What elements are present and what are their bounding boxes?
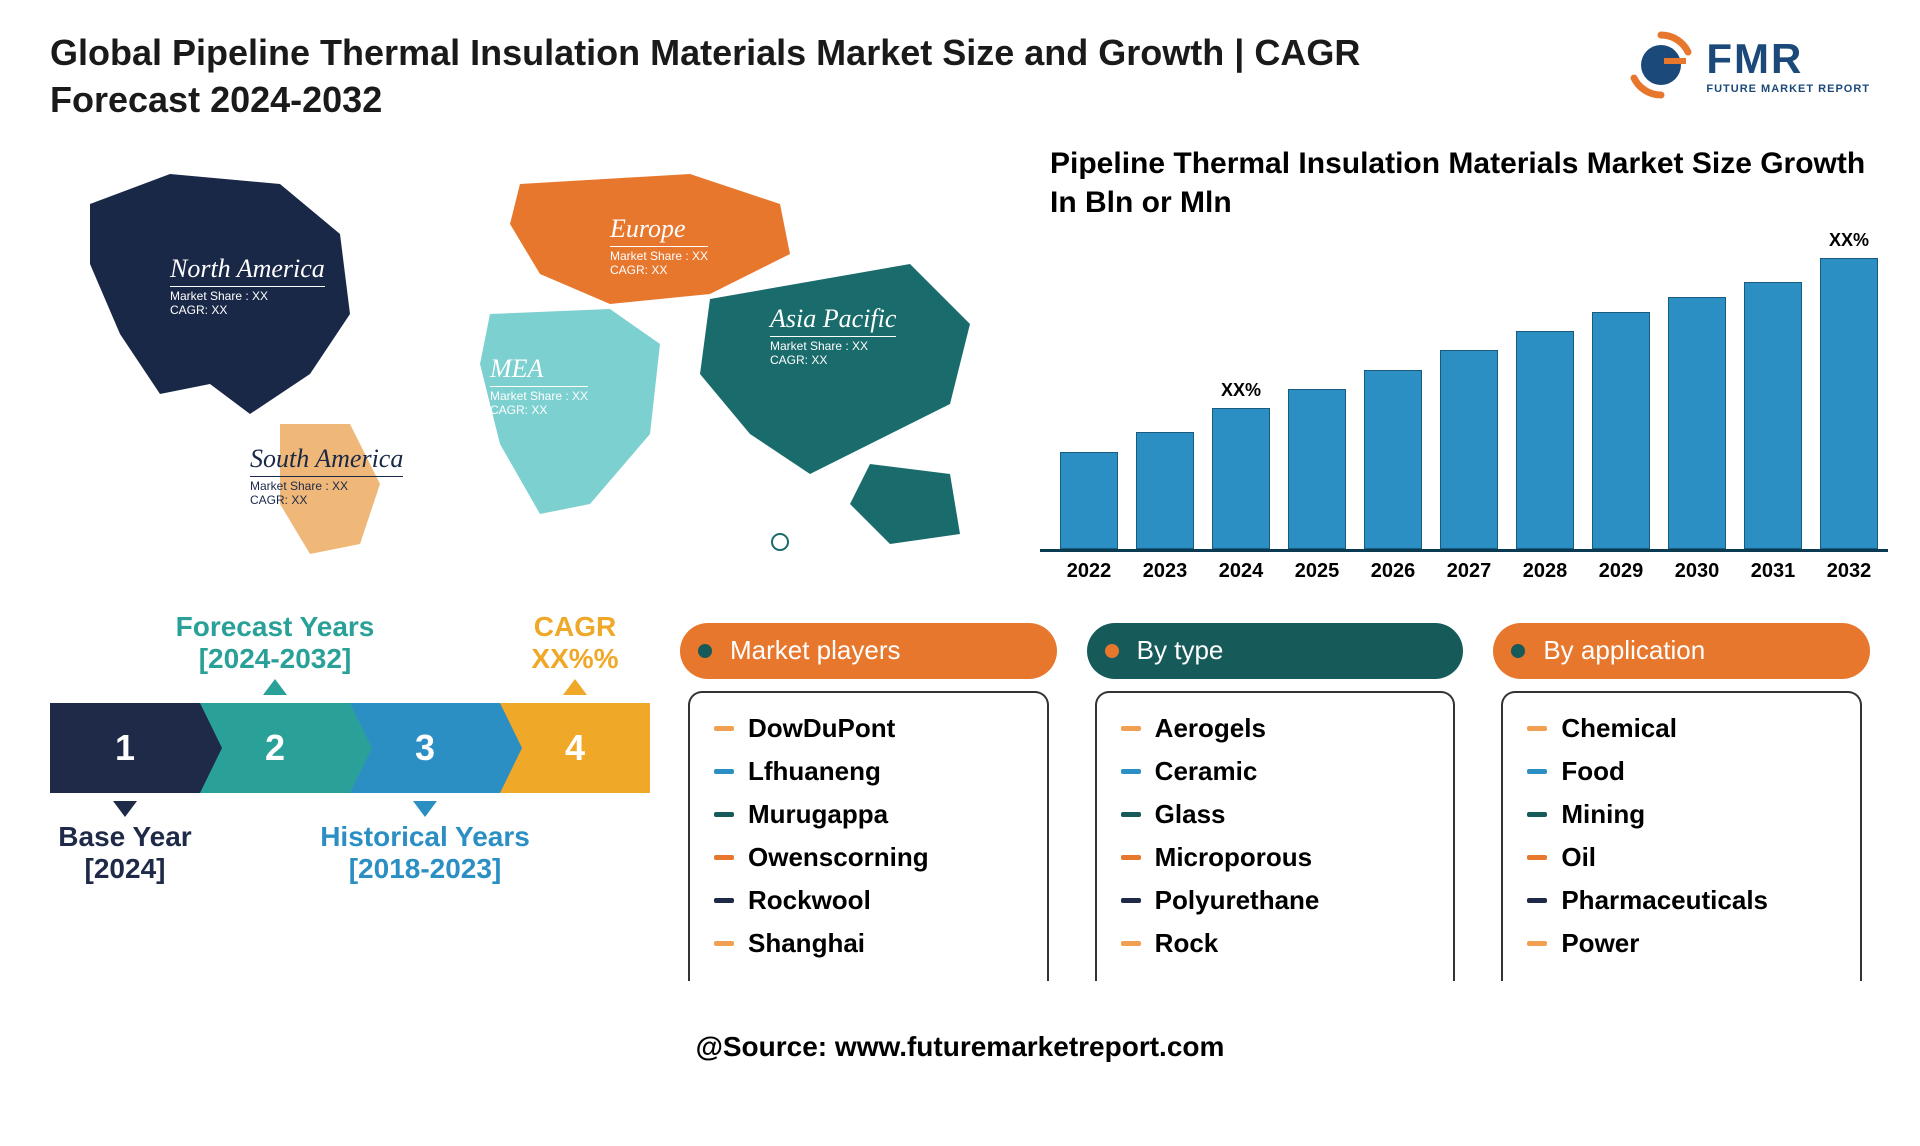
timeline-block: Forecast Years[2024-2032]CAGRXX%% 1234 B… <box>50 623 650 981</box>
category-column: By application Chemical Food Mining Oil Phar… <box>1493 623 1870 981</box>
timeline: 1234 <box>50 703 650 793</box>
list-item: Polyurethane <box>1121 885 1430 916</box>
timeline-label: Historical Years[2018-2023] <box>320 801 530 885</box>
region-label: North AmericaMarket Share : XXCAGR: XX <box>170 254 325 317</box>
list-item: Murugappa <box>714 799 1023 830</box>
list-item: Food <box>1527 756 1836 787</box>
list-frame: Chemical Food Mining Oil Pharmaceuticals Powe… <box>1501 691 1862 981</box>
bar: XX% <box>1820 258 1878 548</box>
timeline-segment: 1 <box>50 703 200 793</box>
list-frame: DowDuPont Lfhuaneng Murugappa Owenscorning R… <box>688 691 1049 981</box>
bar <box>1744 282 1802 548</box>
world-map: North AmericaMarket Share : XXCAGR: XX So… <box>50 144 1010 564</box>
chart-xaxis: 2022 2023 2024 2025 2026 2027 2028 2029 2030 2031… <box>1050 552 1888 583</box>
timeline-label: Base Year[2024] <box>20 801 230 885</box>
xtick: 2025 <box>1288 560 1346 583</box>
list-item: Owenscorning <box>714 842 1023 873</box>
bar <box>1592 312 1650 549</box>
xtick: 2022 <box>1060 560 1118 583</box>
column-header-pill: By application <box>1493 623 1870 679</box>
list-item: Oil <box>1527 842 1836 873</box>
column-header-text: By type <box>1137 635 1224 666</box>
category-column: By type Aerogels Ceramic Glass Microporous P… <box>1087 623 1464 981</box>
header: Global Pipeline Thermal Insulation Mater… <box>50 30 1870 124</box>
list-item: Microporous <box>1121 842 1430 873</box>
xtick: 2029 <box>1592 560 1650 583</box>
bar <box>1668 297 1726 549</box>
pill-dot-icon <box>1105 644 1119 658</box>
bar-chart: Pipeline Thermal Insulation Materials Ma… <box>1050 144 1888 583</box>
logo: FMR FUTURE MARKET REPORT <box>1626 30 1870 100</box>
region-label: South AmericaMarket Share : XXCAGR: XX <box>250 444 403 507</box>
list-item: Ceramic <box>1121 756 1430 787</box>
list-item: Shanghai <box>714 928 1023 959</box>
bar: XX% <box>1212 408 1270 548</box>
logo-brand: FMR <box>1706 35 1870 83</box>
xtick: 2031 <box>1744 560 1802 583</box>
xtick: 2027 <box>1440 560 1498 583</box>
bar <box>1288 389 1346 549</box>
bar <box>1516 331 1574 549</box>
xtick: 2028 <box>1516 560 1574 583</box>
list-frame: Aerogels Ceramic Glass Microporous Polyureth… <box>1095 691 1456 981</box>
region-label: MEAMarket Share : XXCAGR: XX <box>490 354 588 417</box>
list-item: Lfhuaneng <box>714 756 1023 787</box>
bar <box>1136 432 1194 548</box>
region-label: EuropeMarket Share : XXCAGR: XX <box>610 214 708 277</box>
pill-dot-icon <box>1511 644 1525 658</box>
column-header-text: Market players <box>730 635 901 666</box>
list-item: Pharmaceuticals <box>1527 885 1836 916</box>
list-item: Aerogels <box>1121 713 1430 744</box>
timeline-segment: 3 <box>350 703 500 793</box>
region-label: Asia PacificMarket Share : XXCAGR: XX <box>770 304 896 367</box>
xtick: 2030 <box>1668 560 1726 583</box>
column-header-pill: By type <box>1087 623 1464 679</box>
logo-subtitle: FUTURE MARKET REPORT <box>1706 83 1870 95</box>
column-header-text: By application <box>1543 635 1705 666</box>
xtick: 2026 <box>1364 560 1422 583</box>
chart-bars: XX% XX% <box>1050 242 1888 552</box>
pill-dot-icon <box>698 644 712 658</box>
list-item: Glass <box>1121 799 1430 830</box>
chart-title: Pipeline Thermal Insulation Materials Ma… <box>1050 144 1888 222</box>
category-column: Market players DowDuPont Lfhuaneng Murugap… <box>680 623 1057 981</box>
bar <box>1364 370 1422 549</box>
page-title: Global Pipeline Thermal Insulation Mater… <box>50 30 1450 124</box>
logo-icon <box>1626 30 1696 100</box>
bar <box>1060 452 1118 549</box>
xtick: 2024 <box>1212 560 1270 583</box>
bar <box>1440 350 1498 548</box>
column-header-pill: Market players <box>680 623 1057 679</box>
timeline-label: CAGRXX%% <box>470 611 680 695</box>
list-item: Mining <box>1527 799 1836 830</box>
timeline-segment: 2 <box>200 703 350 793</box>
list-item: Rockwool <box>714 885 1023 916</box>
timeline-segment: 4 <box>500 703 650 793</box>
list-item: DowDuPont <box>714 713 1023 744</box>
list-item: Rock <box>1121 928 1430 959</box>
xtick: 2023 <box>1136 560 1194 583</box>
list-item: Chemical <box>1527 713 1836 744</box>
xtick: 2032 <box>1820 560 1878 583</box>
list-item: Power <box>1527 928 1836 959</box>
source-text: @Source: www.futuremarketreport.com <box>50 1031 1870 1063</box>
timeline-label: Forecast Years[2024-2032] <box>170 611 380 695</box>
